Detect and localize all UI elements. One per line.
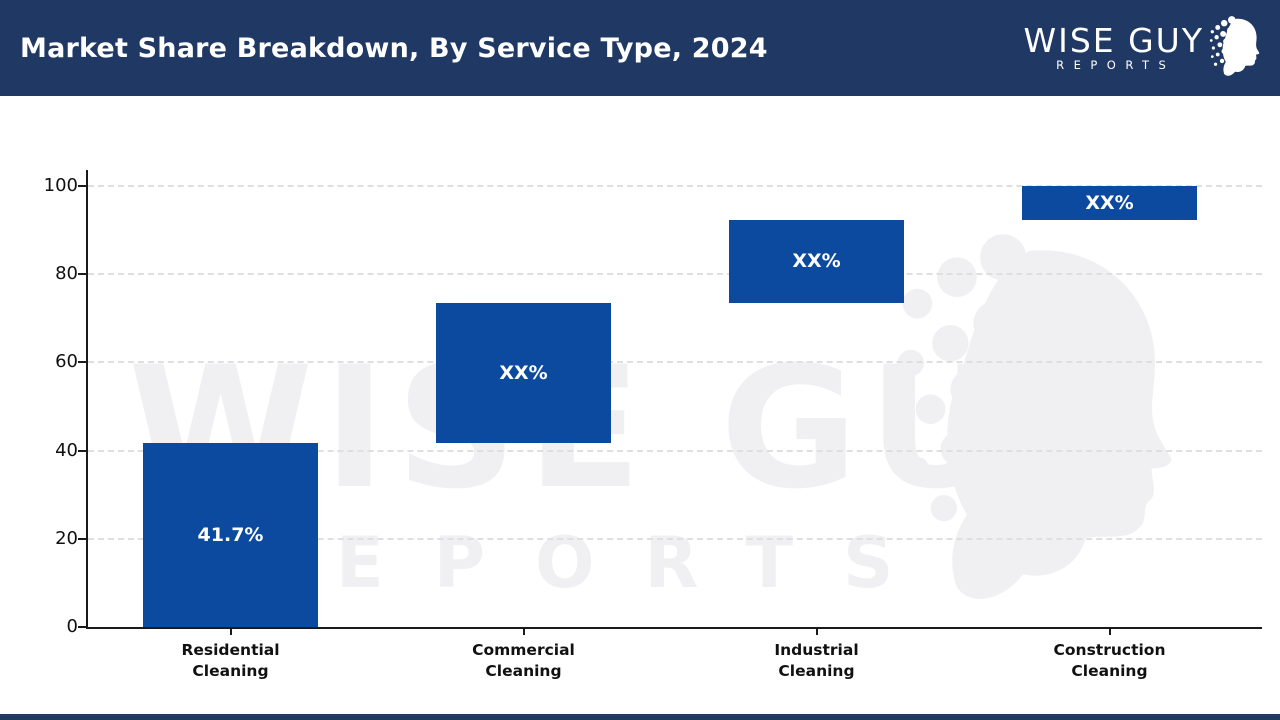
- y-tick-label: 100: [43, 175, 78, 196]
- bar-value-label: 41.7%: [197, 524, 264, 547]
- gridline: [88, 361, 1262, 364]
- y-tick-mark: [78, 449, 86, 452]
- wiseguy-face-icon: [1209, 16, 1260, 76]
- y-tick-label: 0: [66, 616, 78, 637]
- bar-value-label: XX%: [499, 361, 548, 384]
- x-tick-mark: [815, 629, 818, 635]
- y-tick-mark: [78, 537, 86, 540]
- footer-bar: [0, 714, 1280, 720]
- y-tick-label: 80: [55, 263, 78, 285]
- gridline: [88, 273, 1262, 276]
- y-tick-label: 60: [55, 351, 78, 373]
- bar-segment: [143, 443, 318, 627]
- x-category-label: Residential Cleaning: [181, 641, 280, 680]
- bar-segment: [1022, 186, 1197, 220]
- watermark-face-icon: [897, 234, 1172, 599]
- y-tick-mark: [78, 273, 86, 276]
- chart-area: WISE GUY REPORTS 0 20 40 60 80 100 41.7% Reside…: [0, 96, 1280, 714]
- logo-subtitle-text: REPORTS: [1056, 58, 1176, 73]
- logo-wordmark: WISE GUY REPORTS: [1023, 24, 1204, 72]
- y-tick-label: 40: [55, 439, 78, 461]
- bar-value-label: XX%: [1085, 191, 1134, 214]
- x-category-label: Commercial Cleaning: [472, 641, 575, 680]
- x-tick-mark: [1108, 629, 1111, 635]
- plot-area: 0 20 40 60 80 100 41.7% Residential Cleaning XX%…: [0, 96, 1280, 714]
- x-tick-mark: [522, 629, 525, 635]
- logo-title-text: WISE GUY: [1023, 21, 1204, 61]
- y-tick-mark: [78, 626, 86, 628]
- watermark: WISE GUY REPORTS: [0, 96, 1280, 714]
- gridline: [88, 185, 1262, 187]
- x-tick-mark: [229, 629, 232, 635]
- gridline: [88, 449, 1262, 452]
- bar-value-label: XX%: [792, 250, 841, 273]
- bar-segment: [729, 219, 904, 303]
- y-axis-line: [86, 170, 88, 629]
- y-tick-mark: [78, 361, 86, 364]
- wiseguy-logo: WISE GUY REPORTS: [1023, 12, 1262, 84]
- gridline: [88, 537, 1262, 540]
- chart-title: Market Share Breakdown, By Service Type,…: [20, 32, 768, 64]
- y-tick-label: 20: [55, 527, 78, 549]
- bar-segment: [436, 302, 611, 444]
- x-category-label: Construction Cleaning: [1053, 641, 1166, 680]
- x-category-label: Industrial Cleaning: [774, 641, 859, 680]
- y-tick-mark: [78, 185, 86, 187]
- header-bar: Market Share Breakdown, By Service Type,…: [0, 0, 1280, 96]
- x-axis-line: [86, 627, 1262, 629]
